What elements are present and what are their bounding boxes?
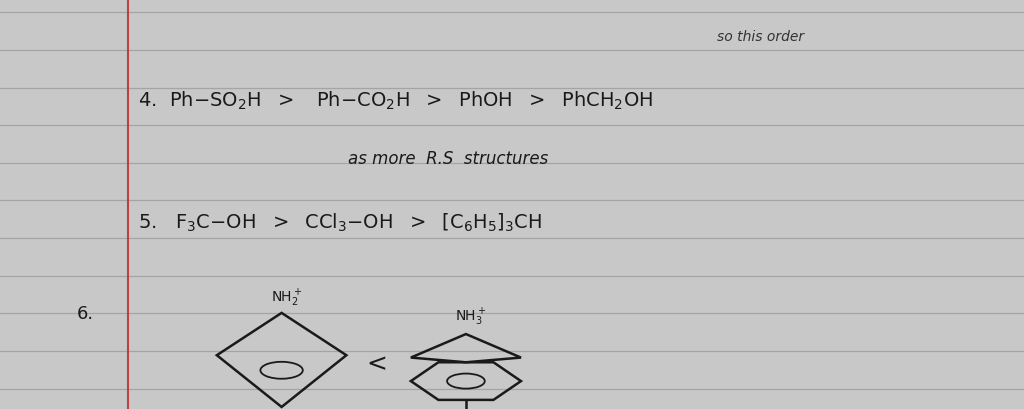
- Text: 6.: 6.: [77, 305, 94, 323]
- Text: 5.   F$_3$C$-$OH  $>$  CCl$_3$$-$OH  $>$  [C$_6$H$_5$]$_3$CH: 5. F$_3$C$-$OH $>$ CCl$_3$$-$OH $>$ [C$_…: [138, 212, 542, 234]
- Text: 4.  Ph$-$SO$_2$H  $>$   Ph$-$CO$_2$H  $>$  PhOH  $>$  PhCH$_2$OH: 4. Ph$-$SO$_2$H $>$ Ph$-$CO$_2$H $>$ PhO…: [138, 89, 653, 112]
- Text: NH$_3^+$: NH$_3^+$: [456, 307, 486, 328]
- Text: as more  R.S  structures: as more R.S structures: [348, 150, 549, 168]
- Text: <: <: [367, 352, 387, 376]
- Text: so this order: so this order: [717, 30, 804, 44]
- Text: NH$_2^+$: NH$_2^+$: [271, 288, 302, 309]
